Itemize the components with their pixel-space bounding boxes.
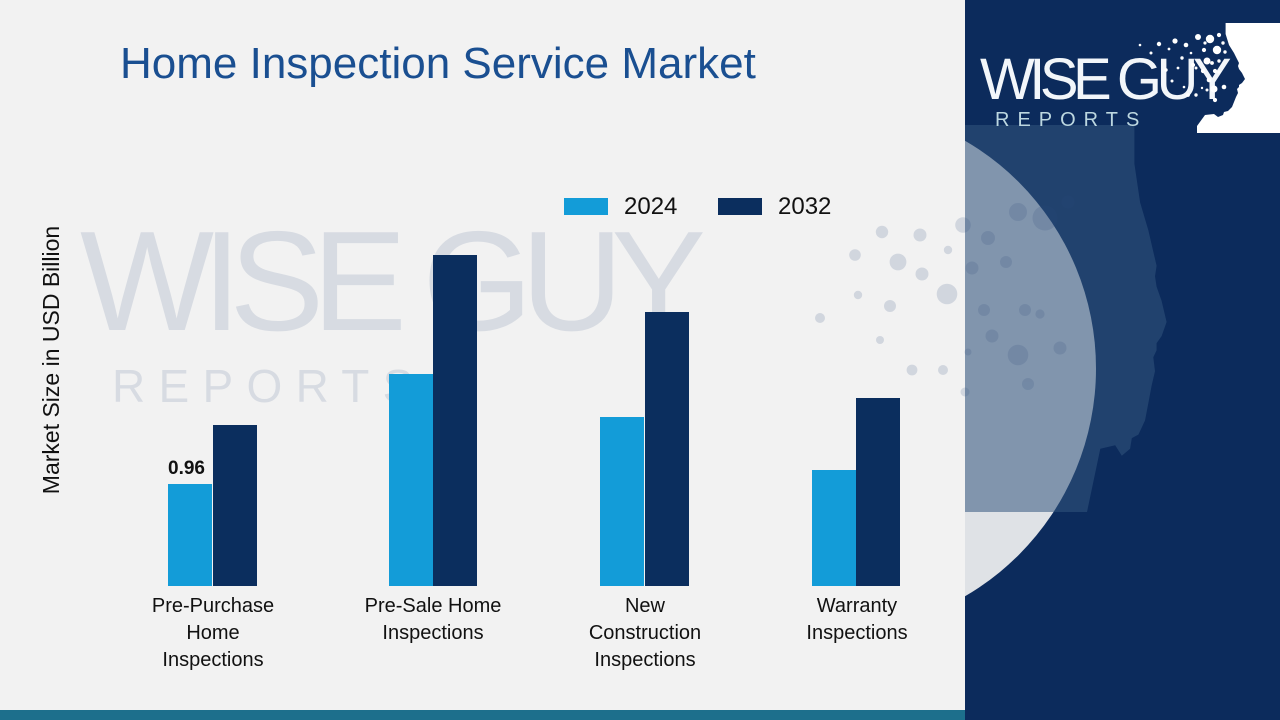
- svg-text:REPORTS: REPORTS: [112, 360, 427, 412]
- svg-text:REPORTS: REPORTS: [995, 109, 1147, 131]
- svg-text:WISE GUY: WISE GUY: [980, 47, 1231, 112]
- svg-text:WISE GUY: WISE GUY: [80, 202, 703, 361]
